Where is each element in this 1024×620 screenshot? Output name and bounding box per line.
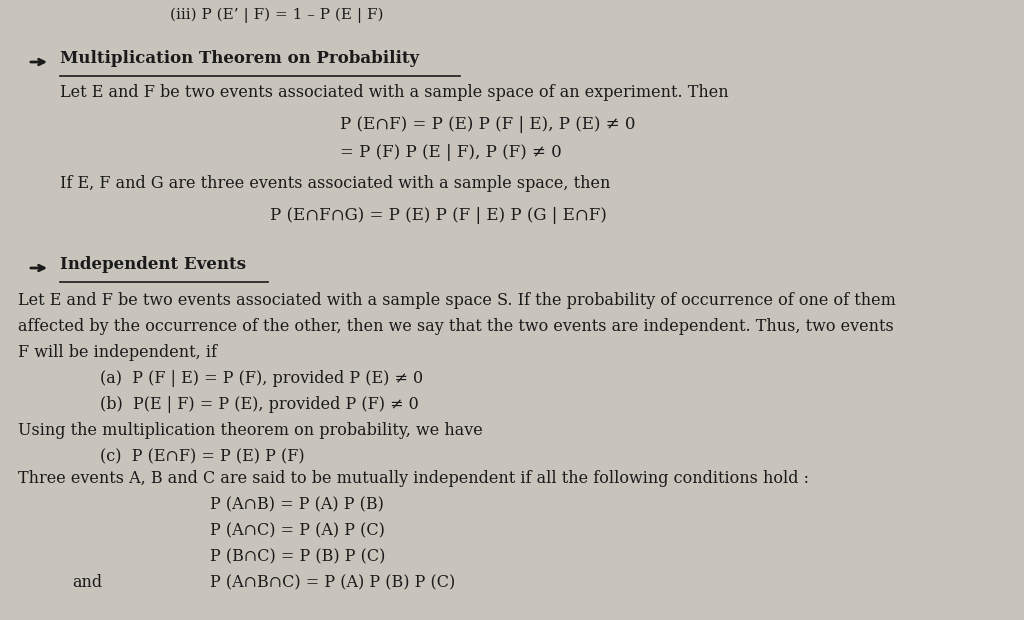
- Text: (c)  P (E∩F) = P (E) P (F): (c) P (E∩F) = P (E) P (F): [100, 448, 304, 465]
- Text: Let E and F be two events associated with a sample space S. If the probability o: Let E and F be two events associated wit…: [18, 292, 896, 309]
- Text: P (B∩C) = P (B) P (C): P (B∩C) = P (B) P (C): [210, 548, 385, 565]
- Text: (iii) P (E’ | F) = 1 – P (E | F): (iii) P (E’ | F) = 1 – P (E | F): [170, 8, 384, 24]
- Text: and: and: [72, 574, 102, 591]
- Text: = P (F) P (E | F), P (F) ≠ 0: = P (F) P (E | F), P (F) ≠ 0: [340, 144, 562, 161]
- Text: P (E∩F) = P (E) P (F | E), P (E) ≠ 0: P (E∩F) = P (E) P (F | E), P (E) ≠ 0: [340, 116, 636, 133]
- Text: F will be independent, if: F will be independent, if: [18, 344, 217, 361]
- Text: P (A∩C) = P (A) P (C): P (A∩C) = P (A) P (C): [210, 522, 385, 539]
- Text: If E, F and G are three events associated with a sample space, then: If E, F and G are three events associate…: [60, 175, 610, 192]
- Text: affected by the occurrence of the other, then we say that the two events are ind: affected by the occurrence of the other,…: [18, 318, 894, 335]
- Text: Multiplication Theorem on Probability: Multiplication Theorem on Probability: [60, 50, 419, 67]
- Text: (a)  P (F | E) = P (F), provided P (E) ≠ 0: (a) P (F | E) = P (F), provided P (E) ≠ …: [100, 370, 423, 387]
- Text: P (A∩B) = P (A) P (B): P (A∩B) = P (A) P (B): [210, 496, 384, 513]
- Text: P (A∩B∩C) = P (A) P (B) P (C): P (A∩B∩C) = P (A) P (B) P (C): [210, 574, 456, 591]
- Text: Using the multiplication theorem on probability, we have: Using the multiplication theorem on prob…: [18, 422, 482, 439]
- Text: P (E∩F∩G) = P (E) P (F | E) P (G | E∩F): P (E∩F∩G) = P (E) P (F | E) P (G | E∩F): [270, 207, 607, 224]
- Text: Let E and F be two events associated with a sample space of an experiment. Then: Let E and F be two events associated wit…: [60, 84, 729, 101]
- Text: Independent Events: Independent Events: [60, 256, 246, 273]
- Text: Three events A, B and C are said to be mutually independent if all the following: Three events A, B and C are said to be m…: [18, 470, 809, 487]
- Text: (b)  P(E | F) = P (E), provided P (F) ≠ 0: (b) P(E | F) = P (E), provided P (F) ≠ 0: [100, 396, 419, 413]
